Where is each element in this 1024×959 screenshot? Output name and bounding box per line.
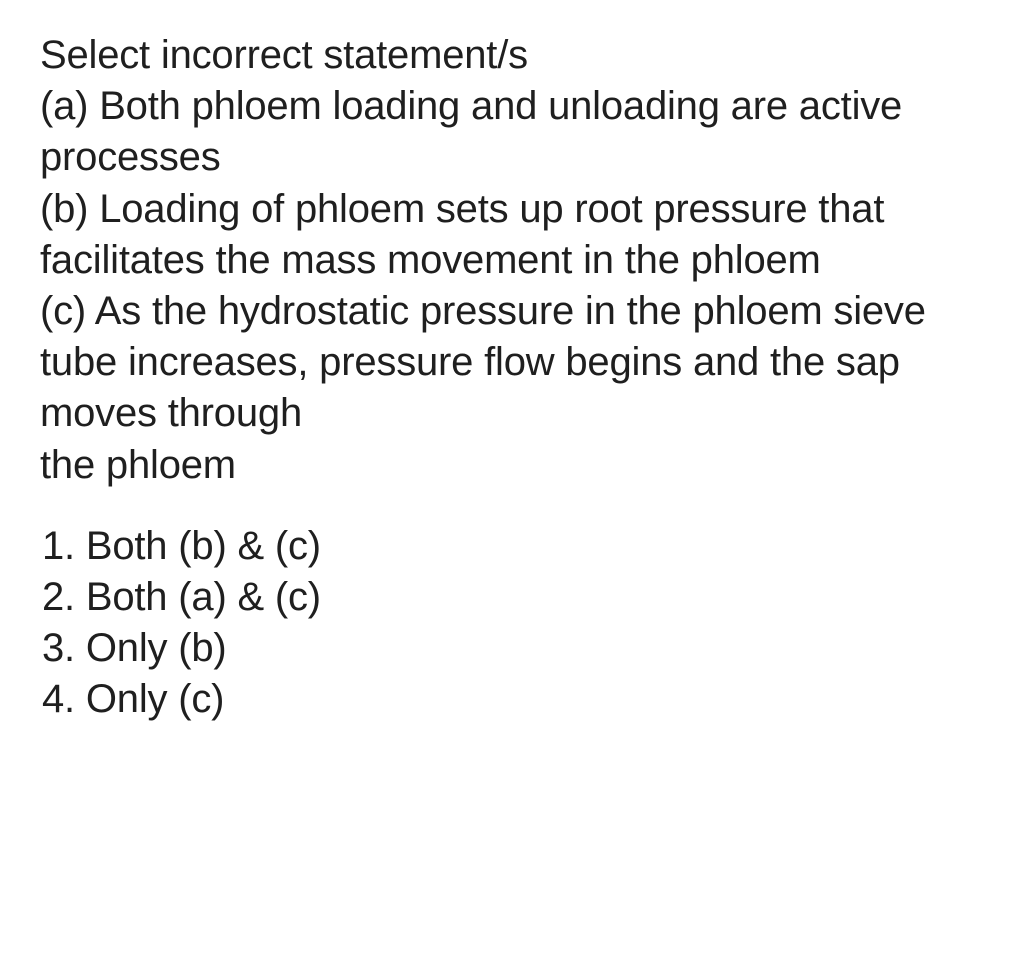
statement-a: (a) Both phloem loading and unloading ar…	[40, 81, 1002, 183]
answer-options: 1. Both (b) & (c) 2. Both (a) & (c) 3. O…	[40, 521, 1002, 726]
statement-c-tail: the phloem	[40, 440, 1002, 491]
answer-option-2: 2. Both (a) & (c)	[42, 572, 1002, 623]
question-prompt: Select incorrect statement/s	[40, 30, 1002, 81]
answer-option-4: 4. Only (c)	[42, 674, 1002, 725]
statement-c: (c) As the hydrostatic pressure in the p…	[40, 286, 1002, 440]
answer-option-1: 1. Both (b) & (c)	[42, 521, 1002, 572]
question-page: Select incorrect statement/s (a) Both ph…	[0, 0, 1024, 725]
answer-option-3: 3. Only (b)	[42, 623, 1002, 674]
statement-b: (b) Loading of phloem sets up root press…	[40, 184, 1002, 286]
